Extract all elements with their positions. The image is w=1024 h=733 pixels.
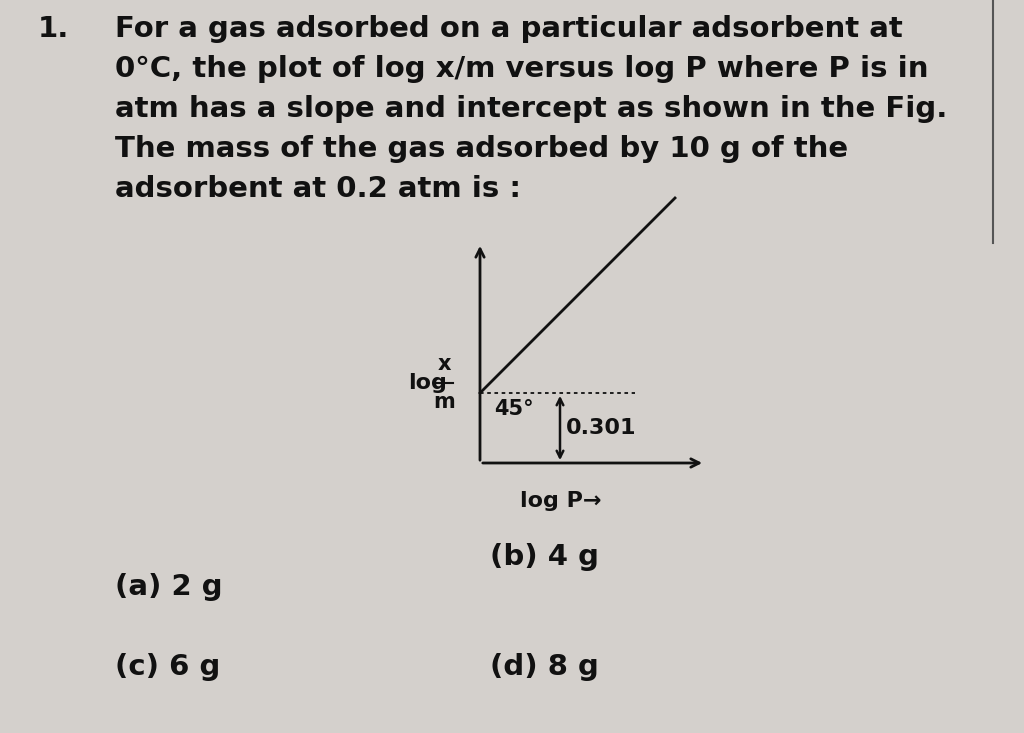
- Text: atm has a slope and intercept as shown in the Fig.: atm has a slope and intercept as shown i…: [115, 95, 947, 123]
- Text: 1.: 1.: [38, 15, 70, 43]
- Text: The mass of the gas adsorbed by 10 g of the: The mass of the gas adsorbed by 10 g of …: [115, 135, 848, 163]
- Text: (c) 6 g: (c) 6 g: [115, 653, 220, 681]
- Text: 45°: 45°: [494, 399, 534, 419]
- Text: log P→: log P→: [520, 491, 601, 511]
- Text: 0°C, the plot of log x/m versus log P where P is in: 0°C, the plot of log x/m versus log P wh…: [115, 55, 929, 83]
- Text: adsorbent at 0.2 atm is :: adsorbent at 0.2 atm is :: [115, 175, 521, 203]
- Text: (d) 8 g: (d) 8 g: [490, 653, 599, 681]
- Text: For a gas adsorbed on a particular adsorbent at: For a gas adsorbed on a particular adsor…: [115, 15, 903, 43]
- Text: (b) 4 g: (b) 4 g: [490, 543, 599, 571]
- Text: (a) 2 g: (a) 2 g: [115, 573, 222, 601]
- Text: 0.301: 0.301: [566, 418, 637, 438]
- Text: m: m: [433, 392, 455, 412]
- Text: log: log: [408, 373, 446, 393]
- Text: x: x: [437, 354, 451, 374]
